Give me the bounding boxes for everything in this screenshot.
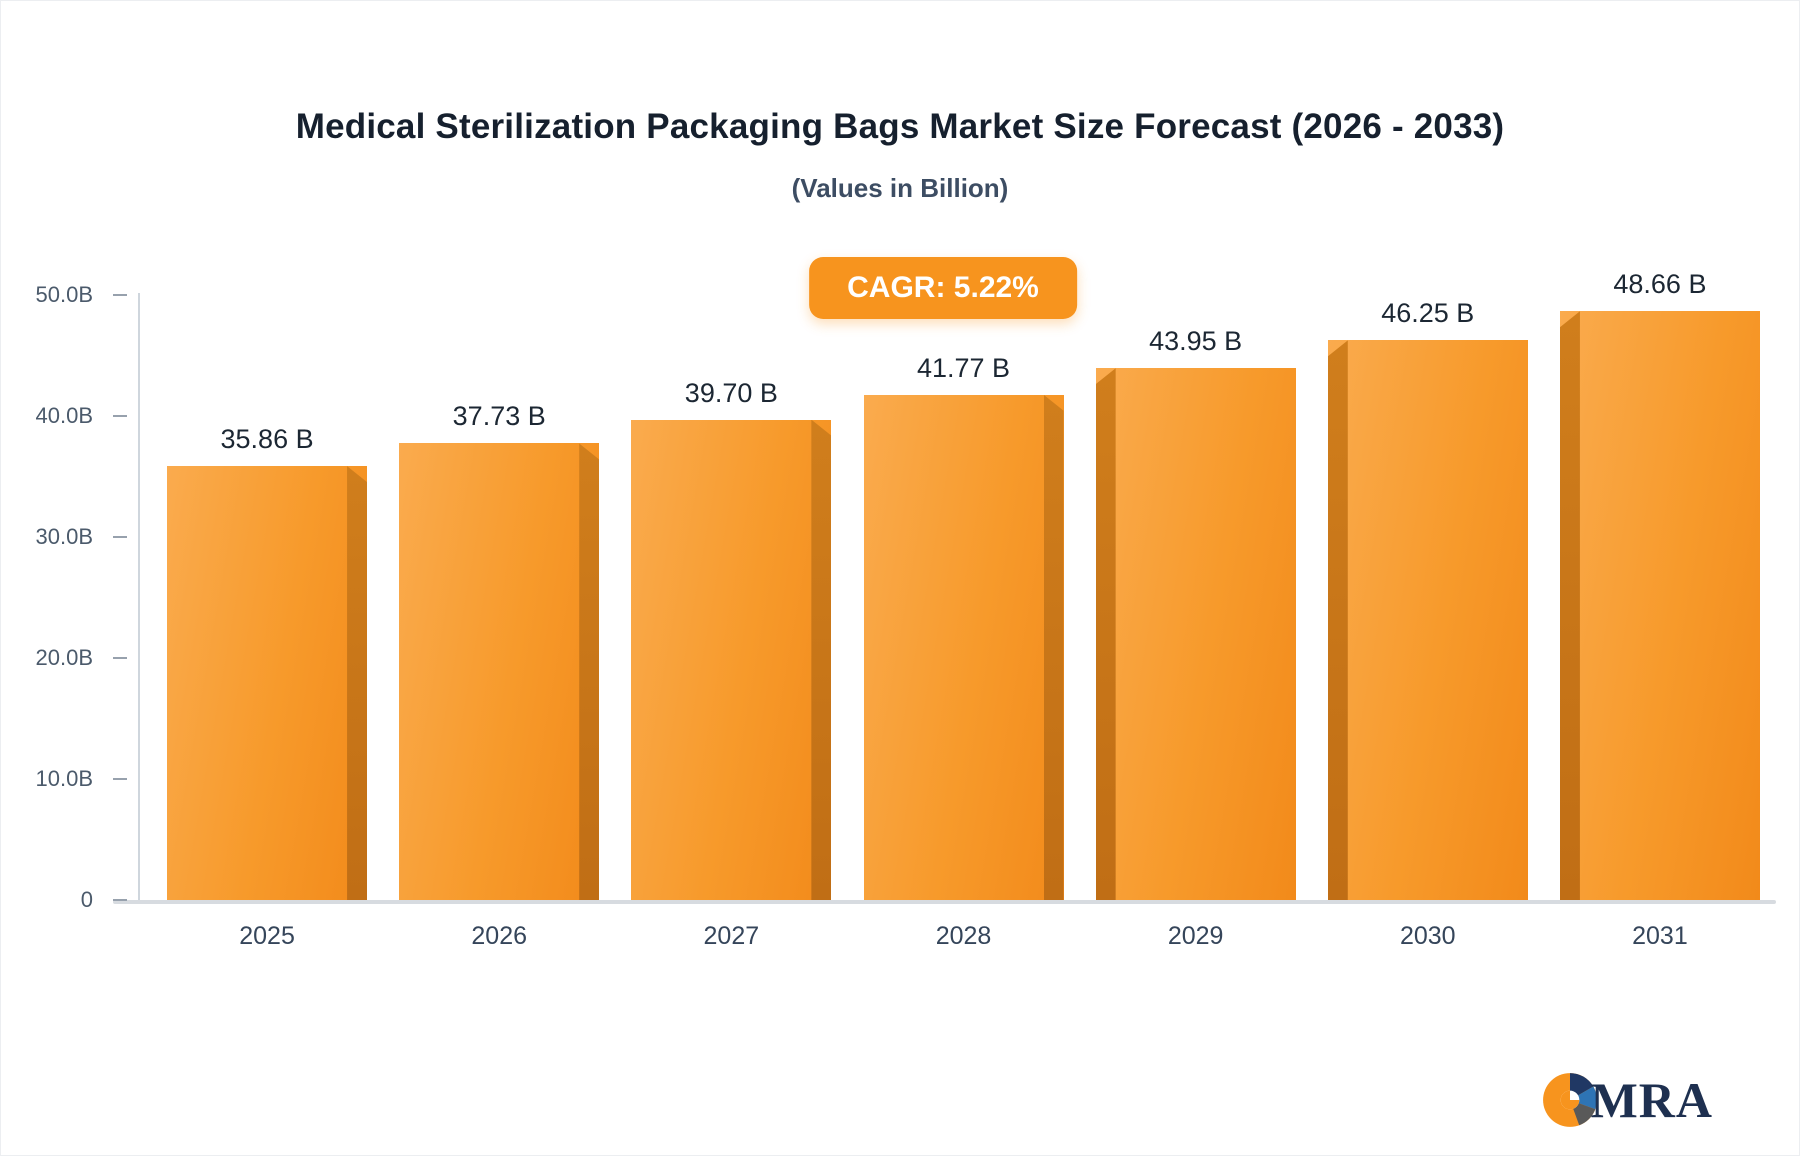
brand-text: MRA — [1590, 1072, 1713, 1128]
bar-value-label: 48.66 B — [1613, 269, 1707, 300]
bar — [399, 443, 600, 900]
y-tick-label: 10.0B — [35, 766, 94, 791]
chart-subtitle: (Values in Billion) — [791, 173, 1009, 203]
cagr-badge: CAGR: 5.22% — [809, 257, 1077, 319]
bar — [863, 394, 1064, 900]
y-tick-mark — [113, 657, 127, 659]
y-axis-line — [138, 293, 140, 902]
y-tick-label: 30.0B — [35, 524, 94, 549]
bar — [631, 419, 832, 900]
x-axis-line — [113, 900, 1776, 904]
bar — [167, 466, 368, 900]
y-tick-mark — [113, 294, 127, 296]
y-tick-label: 20.0B — [35, 645, 94, 670]
y-tick-mark — [113, 536, 127, 538]
bar — [1327, 340, 1528, 900]
bar — [1559, 311, 1760, 900]
bar-value-label: 41.77 B — [916, 352, 1011, 383]
x-axis-label: 2028 — [935, 922, 992, 950]
chart-title: Medical Sterilization Packaging Bags Mar… — [295, 107, 1505, 146]
bar-side-face — [1327, 340, 1348, 900]
y-tick-label: 50.0B — [35, 282, 94, 307]
brand-logo: MRA — [1541, 1071, 1713, 1129]
bar-side-face — [811, 419, 832, 900]
y-tick-mark — [113, 899, 127, 901]
bar-side-face — [1559, 311, 1580, 900]
bar-side-face — [579, 443, 600, 900]
y-tick-label: 40.0B — [35, 403, 94, 428]
y-tick-label: 0 — [80, 887, 93, 912]
bar-value-label: 46.25 B — [1381, 298, 1475, 329]
mra-pie-icon — [1542, 1073, 1597, 1127]
bar — [1095, 368, 1296, 900]
x-axis-label: 2026 — [471, 922, 528, 950]
bar-value-label: 43.95 B — [1149, 326, 1243, 357]
y-tick-mark — [113, 415, 127, 417]
bar-value-label: 35.86 B — [220, 424, 314, 455]
bar-side-face — [1095, 368, 1116, 900]
bar-value-label: 37.73 B — [452, 401, 546, 432]
bar-value-label: 39.70 B — [684, 377, 778, 408]
x-axis-label: 2025 — [239, 922, 295, 950]
x-axis-label: 2029 — [1167, 922, 1224, 950]
x-axis-label: 2027 — [703, 922, 760, 950]
bar-side-face — [1043, 394, 1064, 900]
bar-side-face — [347, 466, 368, 900]
y-tick-mark — [113, 778, 127, 780]
x-axis-label: 2031 — [1632, 922, 1688, 950]
x-axis-label: 2030 — [1399, 922, 1456, 950]
